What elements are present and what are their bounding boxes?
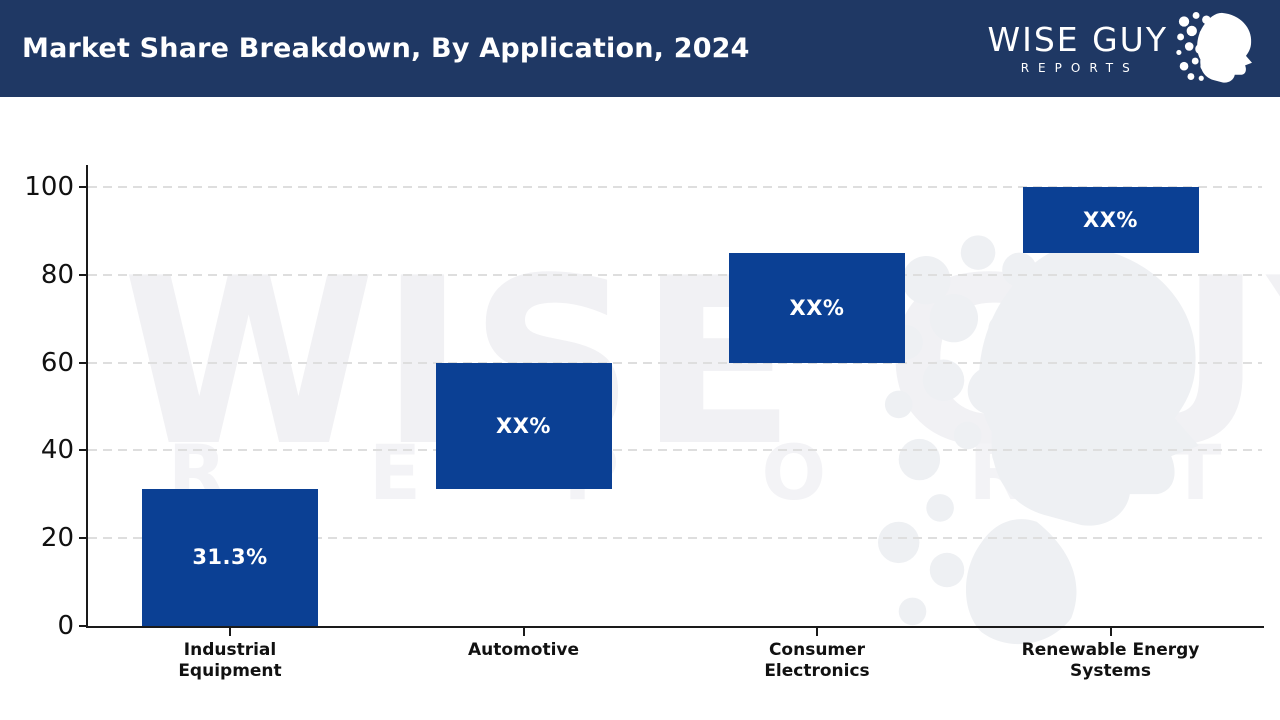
logo-text: WISE GUY REPORTS [987,23,1168,75]
bar-segment: XX% [435,362,612,489]
y-axis-tick-label: 0 [57,611,74,641]
page-title: Market Share Breakdown, By Application, … [22,33,750,64]
x-axis-category-label: Industrial Equipment [178,640,282,681]
y-axis-tick [79,449,87,452]
plot-region: 0 20 40 60 80 100 31.3% Industrial Equipment XX% A… [0,97,1280,720]
y-axis-tick [79,537,87,540]
gridline [88,449,1262,452]
bar-segment: 31.3% [142,488,318,626]
gridline [88,537,1262,540]
bar-value-label: XX% [1083,207,1138,232]
watermark-face-icon [878,235,1199,645]
logo-line-1: WISE GUY [987,19,1168,59]
wise-guy-reports-logo: WISE GUY REPORTS [987,7,1258,91]
y-axis-tick [79,273,87,276]
y-axis-tick-label: 80 [40,259,74,290]
x-axis-tick [1109,628,1112,636]
x-axis-tick [229,628,231,636]
x-axis-tick [816,628,818,636]
gridline [88,186,1262,188]
x-axis-category-label: Renewable Energy Systems [1021,640,1200,681]
y-axis-tick [79,625,87,627]
header-bar: Market Share Breakdown, By Application, … [0,0,1280,97]
bar-value-label: 31.3% [192,545,268,570]
x-axis-tick [522,628,525,636]
y-axis-tick-label: 20 [40,523,74,554]
y-axis-tick [79,186,87,188]
bar-value-label: XX% [789,295,845,320]
y-axis-tick [79,361,87,364]
y-axis-tick-label: 100 [24,172,74,202]
y-axis-tick-label: 40 [40,435,74,466]
dotted-face-profile-icon [1176,11,1252,83]
logo-line-2: REPORTS [1020,60,1139,75]
bar-segment: XX% [729,252,905,363]
bar-value-label: XX% [496,413,551,438]
x-axis-category-label: Automotive [467,640,580,660]
y-axis-tick-label: 60 [40,347,74,378]
x-axis-category-label: Consumer Electronics [764,640,870,681]
chart-area: WISE GUY R E P O R T S 02040608010031.3%… [0,97,1280,720]
gridline [88,273,1262,276]
y-axis-spine [86,165,88,628]
bar-segment: XX% [1022,187,1199,253]
x-axis-spine [86,626,1264,628]
gridline [88,361,1262,364]
